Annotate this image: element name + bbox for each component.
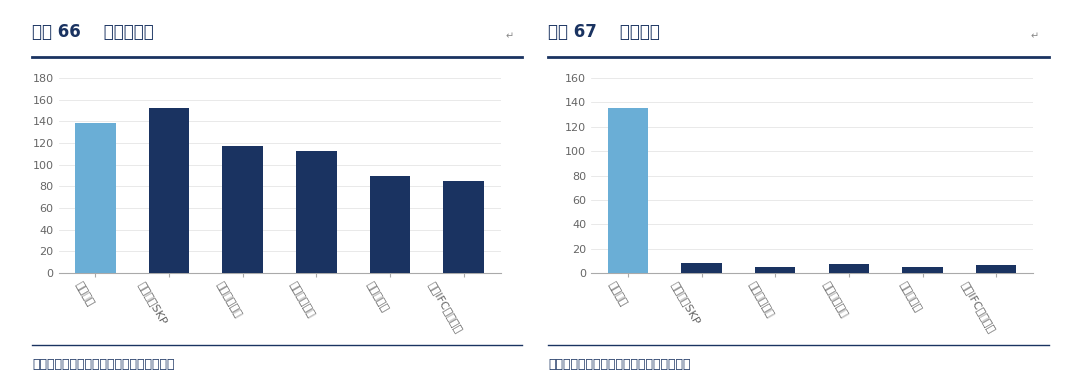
Bar: [296, 151, 337, 273]
Bar: [223, 146, 263, 273]
Text: 图表 66    销售额对比: 图表 66 销售额对比: [32, 23, 153, 41]
Text: 图表 67    坪效对比: 图表 67 坪效对比: [548, 23, 660, 41]
Bar: [608, 108, 649, 273]
Bar: [829, 264, 869, 273]
Bar: [443, 181, 484, 273]
Bar: [149, 108, 190, 273]
Text: 资料来源：公司公告，公司网站，华创证券: 资料来源：公司公告，公司网站，华创证券: [548, 358, 691, 371]
Text: 资料来源：公司公告，公司网站，华创证券: 资料来源：公司公告，公司网站，华创证券: [32, 358, 175, 371]
Bar: [76, 124, 116, 273]
Bar: [902, 267, 943, 273]
Bar: [370, 176, 410, 273]
Bar: [755, 267, 796, 273]
Bar: [976, 265, 1016, 273]
Bar: [682, 263, 722, 273]
Text: ↵: ↵: [506, 31, 514, 41]
Text: ↵: ↵: [1031, 31, 1039, 41]
